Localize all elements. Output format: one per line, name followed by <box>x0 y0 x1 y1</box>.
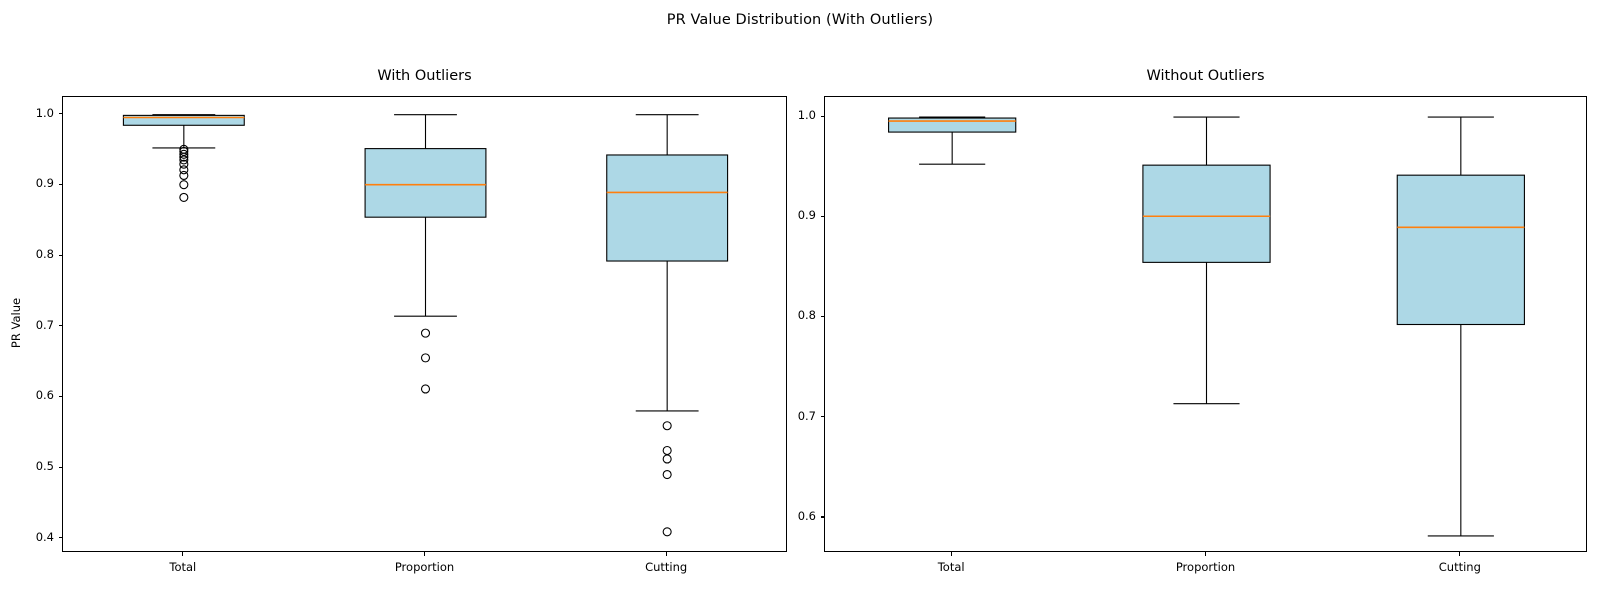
y-tick-label: 0.5 <box>35 459 54 474</box>
y-tick-label: 0.8 <box>35 247 54 262</box>
x-tick-mark <box>182 552 184 556</box>
y-tick-mark <box>820 115 824 117</box>
x-tick-mark <box>1459 552 1461 556</box>
outlier-point <box>662 421 672 431</box>
outlier-point <box>179 152 189 162</box>
y-tick-label: 0.6 <box>35 388 54 403</box>
outlier-point <box>179 180 189 190</box>
outlier-point <box>179 165 189 175</box>
x-tick-mark <box>424 552 426 556</box>
x-tick-label-proportion: Proportion <box>1175 560 1236 574</box>
y-tick-mark <box>58 466 62 468</box>
y-tick-mark <box>820 215 824 217</box>
y-tick-mark <box>58 183 62 185</box>
x-tick-label-proportion: Proportion <box>394 560 455 574</box>
outlier-point <box>662 454 672 464</box>
outlier-point <box>420 328 431 338</box>
y-tick-mark <box>58 537 62 539</box>
boxplot-canvas-with-outliers <box>122 114 729 537</box>
outlier-point <box>179 155 189 165</box>
outlier-point <box>420 353 431 363</box>
plot-area-without-outliers <box>824 96 1587 552</box>
box-total <box>888 117 1017 133</box>
y-tick-label: 0.8 <box>797 308 816 323</box>
outlier-point <box>179 149 189 159</box>
box-cutting <box>1396 174 1525 326</box>
box-proportion <box>364 148 487 218</box>
subplot-title-without-outliers: Without Outliers <box>1146 68 1265 84</box>
box-proportion <box>1142 164 1271 263</box>
outlier-point <box>662 445 672 456</box>
y-tick-label: 0.7 <box>35 317 54 332</box>
subplot-title-with-outliers: With Outliers <box>377 68 472 84</box>
y-tick-label: 1.0 <box>797 108 816 123</box>
figure-suptitle: PR Value Distribution (With Outliers) <box>666 12 934 28</box>
x-tick-mark <box>665 552 667 556</box>
y-tick-label: 0.6 <box>797 508 816 523</box>
outlier-point <box>662 469 672 480</box>
x-tick-label-cutting: Cutting <box>645 560 688 574</box>
x-tick-label-total: Total <box>937 560 965 574</box>
outlier-point <box>662 527 672 537</box>
box-cutting <box>606 154 729 262</box>
x-tick-mark <box>950 552 952 556</box>
y-tick-mark <box>820 516 824 518</box>
y-tick-label: 0.7 <box>797 408 816 423</box>
x-tick-label-cutting: Cutting <box>1438 560 1481 574</box>
outlier-point <box>420 384 431 394</box>
y-tick-mark <box>58 254 62 256</box>
outlier-point <box>179 159 189 169</box>
outlier-point <box>179 170 189 181</box>
y-tick-mark <box>820 315 824 318</box>
x-tick-label-total: Total <box>169 560 197 574</box>
outlier-point <box>179 192 189 202</box>
y-tick-label: 0.9 <box>35 176 54 191</box>
y-tick-mark <box>58 113 62 115</box>
y-tick-mark <box>820 416 824 418</box>
y-tick-label: 0.4 <box>35 529 54 544</box>
y-tick-mark <box>58 325 62 327</box>
y-tick-label: 0.9 <box>797 208 816 223</box>
boxplot-canvas-without-outliers <box>888 116 1525 537</box>
y-tick-label: 1.0 <box>35 105 54 120</box>
plot-area-with-outliers <box>62 96 787 552</box>
box-total <box>122 114 245 126</box>
x-tick-mark <box>1205 552 1207 556</box>
y-tick-mark <box>58 395 62 398</box>
